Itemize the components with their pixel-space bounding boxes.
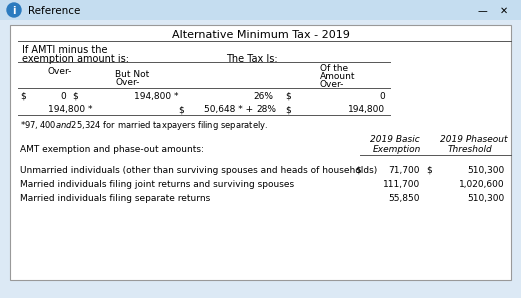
- Text: Unmarried individuals (other than surviving spouses and heads of households): Unmarried individuals (other than surviv…: [20, 166, 377, 175]
- Text: $: $: [178, 105, 184, 114]
- Text: Of the: Of the: [320, 64, 348, 73]
- Text: Over-: Over-: [115, 78, 140, 87]
- Text: ✕: ✕: [500, 6, 508, 16]
- Text: If AMTI minus the: If AMTI minus the: [22, 45, 107, 55]
- Text: But Not: But Not: [115, 70, 149, 79]
- Text: 194,800 *: 194,800 *: [133, 92, 178, 101]
- Text: i: i: [13, 6, 16, 16]
- Text: 194,800 *: 194,800 *: [48, 105, 93, 114]
- Text: $: $: [72, 92, 78, 101]
- Text: Reference: Reference: [28, 6, 80, 16]
- Text: Married individuals filing separate returns: Married individuals filing separate retu…: [20, 194, 210, 203]
- Text: $: $: [285, 92, 291, 101]
- Text: Married individuals filing joint returns and surviving spouses: Married individuals filing joint returns…: [20, 180, 294, 189]
- Text: 510,300: 510,300: [468, 166, 505, 175]
- Text: 0: 0: [379, 92, 385, 101]
- Text: Amount: Amount: [320, 72, 355, 81]
- Text: The Tax Is:: The Tax Is:: [226, 54, 278, 64]
- Text: Alternative Minimum Tax - 2019: Alternative Minimum Tax - 2019: [172, 30, 350, 40]
- Text: Over-: Over-: [320, 80, 344, 89]
- Text: 111,700: 111,700: [383, 180, 420, 189]
- Text: 510,300: 510,300: [468, 194, 505, 203]
- Text: —: —: [478, 6, 488, 16]
- Text: $: $: [285, 105, 291, 114]
- Text: Over-: Over-: [48, 67, 72, 76]
- Text: 0: 0: [60, 92, 66, 101]
- Text: $: $: [20, 92, 26, 101]
- Text: Threshold: Threshold: [448, 145, 493, 154]
- Text: $: $: [355, 166, 361, 175]
- FancyBboxPatch shape: [10, 25, 511, 280]
- Text: 55,850: 55,850: [389, 194, 420, 203]
- Text: 2019 Phaseout: 2019 Phaseout: [440, 135, 507, 144]
- Text: 50,648 * +: 50,648 * +: [204, 105, 253, 114]
- Text: 26%: 26%: [253, 92, 273, 101]
- Circle shape: [7, 3, 21, 17]
- Text: $: $: [426, 166, 432, 175]
- Text: 28%: 28%: [256, 105, 276, 114]
- Text: 2019 Basic: 2019 Basic: [370, 135, 420, 144]
- Text: 71,700: 71,700: [389, 166, 420, 175]
- FancyBboxPatch shape: [0, 0, 521, 20]
- Text: 194,800: 194,800: [348, 105, 385, 114]
- Text: exemption amount is:: exemption amount is:: [22, 54, 129, 64]
- Text: 1,020,600: 1,020,600: [460, 180, 505, 189]
- Text: AMT exemption and phase-out amounts:: AMT exemption and phase-out amounts:: [20, 145, 204, 154]
- Text: *$97,400 and $25,324 for married taxpayers filing separately.: *$97,400 and $25,324 for married taxpaye…: [20, 119, 268, 132]
- Text: Exemption: Exemption: [373, 145, 421, 154]
